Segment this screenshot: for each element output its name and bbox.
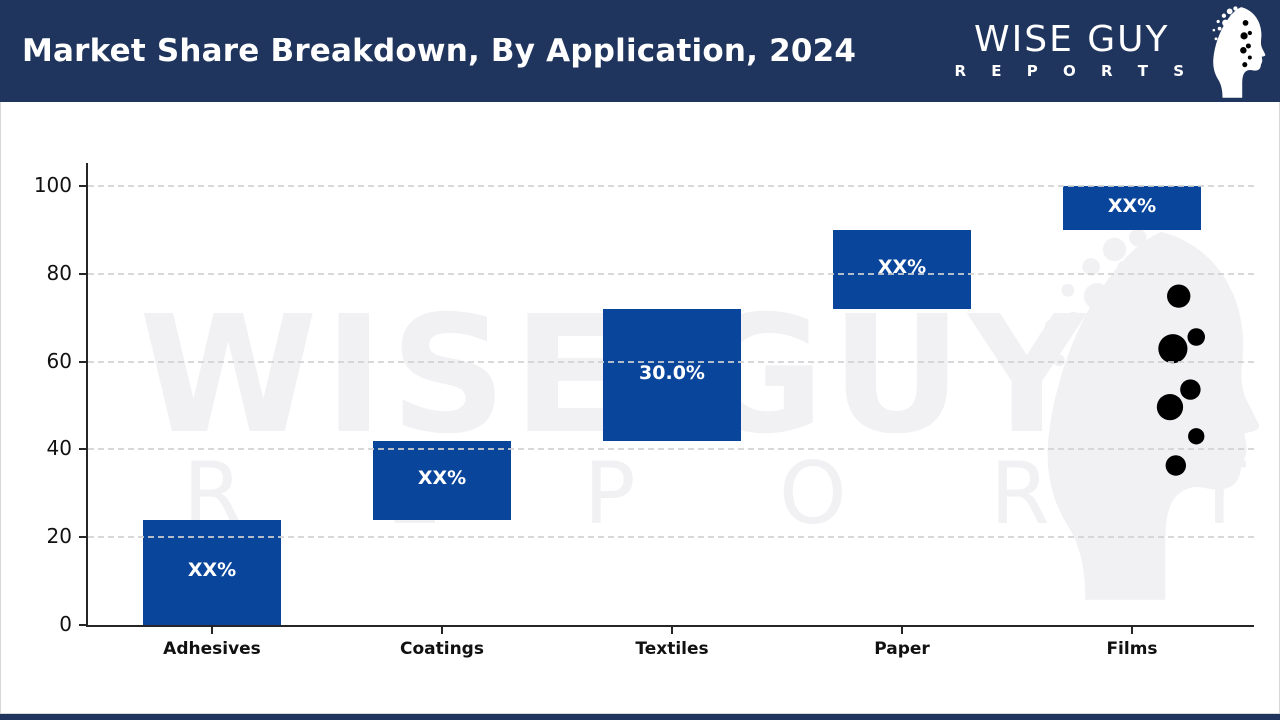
x-tick bbox=[211, 627, 213, 634]
bar-paper bbox=[833, 229, 971, 309]
y-tick bbox=[79, 536, 87, 539]
gridline-100 bbox=[88, 185, 1254, 187]
gridline-80 bbox=[88, 272, 1254, 275]
y-tick bbox=[79, 624, 87, 626]
y-tick-label: 20 bbox=[46, 524, 72, 549]
bar-value-label: XX% bbox=[1107, 194, 1157, 217]
y-tick bbox=[79, 272, 87, 275]
bar-value-label: XX% bbox=[417, 467, 467, 490]
page-title: Market Share Breakdown, By Application, … bbox=[22, 33, 857, 69]
bar-textiles bbox=[603, 308, 741, 441]
gridline-60 bbox=[88, 360, 1254, 363]
bar-value-label: 30.0% bbox=[639, 361, 705, 384]
gridline-20 bbox=[88, 536, 1254, 539]
bar-films bbox=[1063, 186, 1201, 230]
y-tick-label: 100 bbox=[33, 173, 72, 197]
x-tick bbox=[671, 627, 673, 634]
footer-bar bbox=[0, 714, 1280, 720]
wiseguy-logo: WISE GUY R E P O R T S bbox=[950, 4, 1280, 98]
y-tick-label: 60 bbox=[46, 348, 72, 373]
wiseguy-head-icon bbox=[1212, 6, 1266, 98]
y-tick-label: 0 bbox=[59, 612, 72, 636]
x-axis-line bbox=[86, 625, 1254, 627]
chart-content: WISE GUY R E P O R T S XX%XX%30.0%XX%XX%… bbox=[0, 102, 1280, 714]
x-category-label: Paper bbox=[874, 639, 930, 659]
bar-value-label: XX% bbox=[877, 256, 927, 279]
y-tick bbox=[79, 448, 87, 451]
y-tick bbox=[79, 360, 87, 363]
logo-wordmark: WISE GUY bbox=[974, 19, 1170, 60]
bar-value-label: XX% bbox=[187, 559, 237, 582]
chart-header: Market Share Breakdown, By Application, … bbox=[0, 0, 1280, 102]
x-category-label: Adhesives bbox=[163, 639, 261, 659]
waterfall-chart: XX% XX% 30.0% XX% XX% 0 20 40 60 80 100 Adhesives Co… bbox=[1, 102, 1279, 713]
y-tick-label: 40 bbox=[46, 436, 72, 461]
logo-subtext: R E P O R T S bbox=[954, 62, 1194, 80]
gridline-40 bbox=[88, 448, 1254, 451]
x-tick bbox=[441, 627, 443, 634]
y-axis-line bbox=[86, 163, 88, 627]
x-tick bbox=[901, 627, 903, 634]
x-category-label: Textiles bbox=[635, 639, 709, 659]
x-category-label: Films bbox=[1106, 639, 1158, 659]
bar-coatings bbox=[373, 440, 511, 520]
x-tick bbox=[1131, 627, 1133, 634]
y-tick bbox=[79, 185, 87, 187]
y-tick-label: 80 bbox=[46, 260, 72, 285]
x-category-label: Coatings bbox=[400, 639, 484, 659]
